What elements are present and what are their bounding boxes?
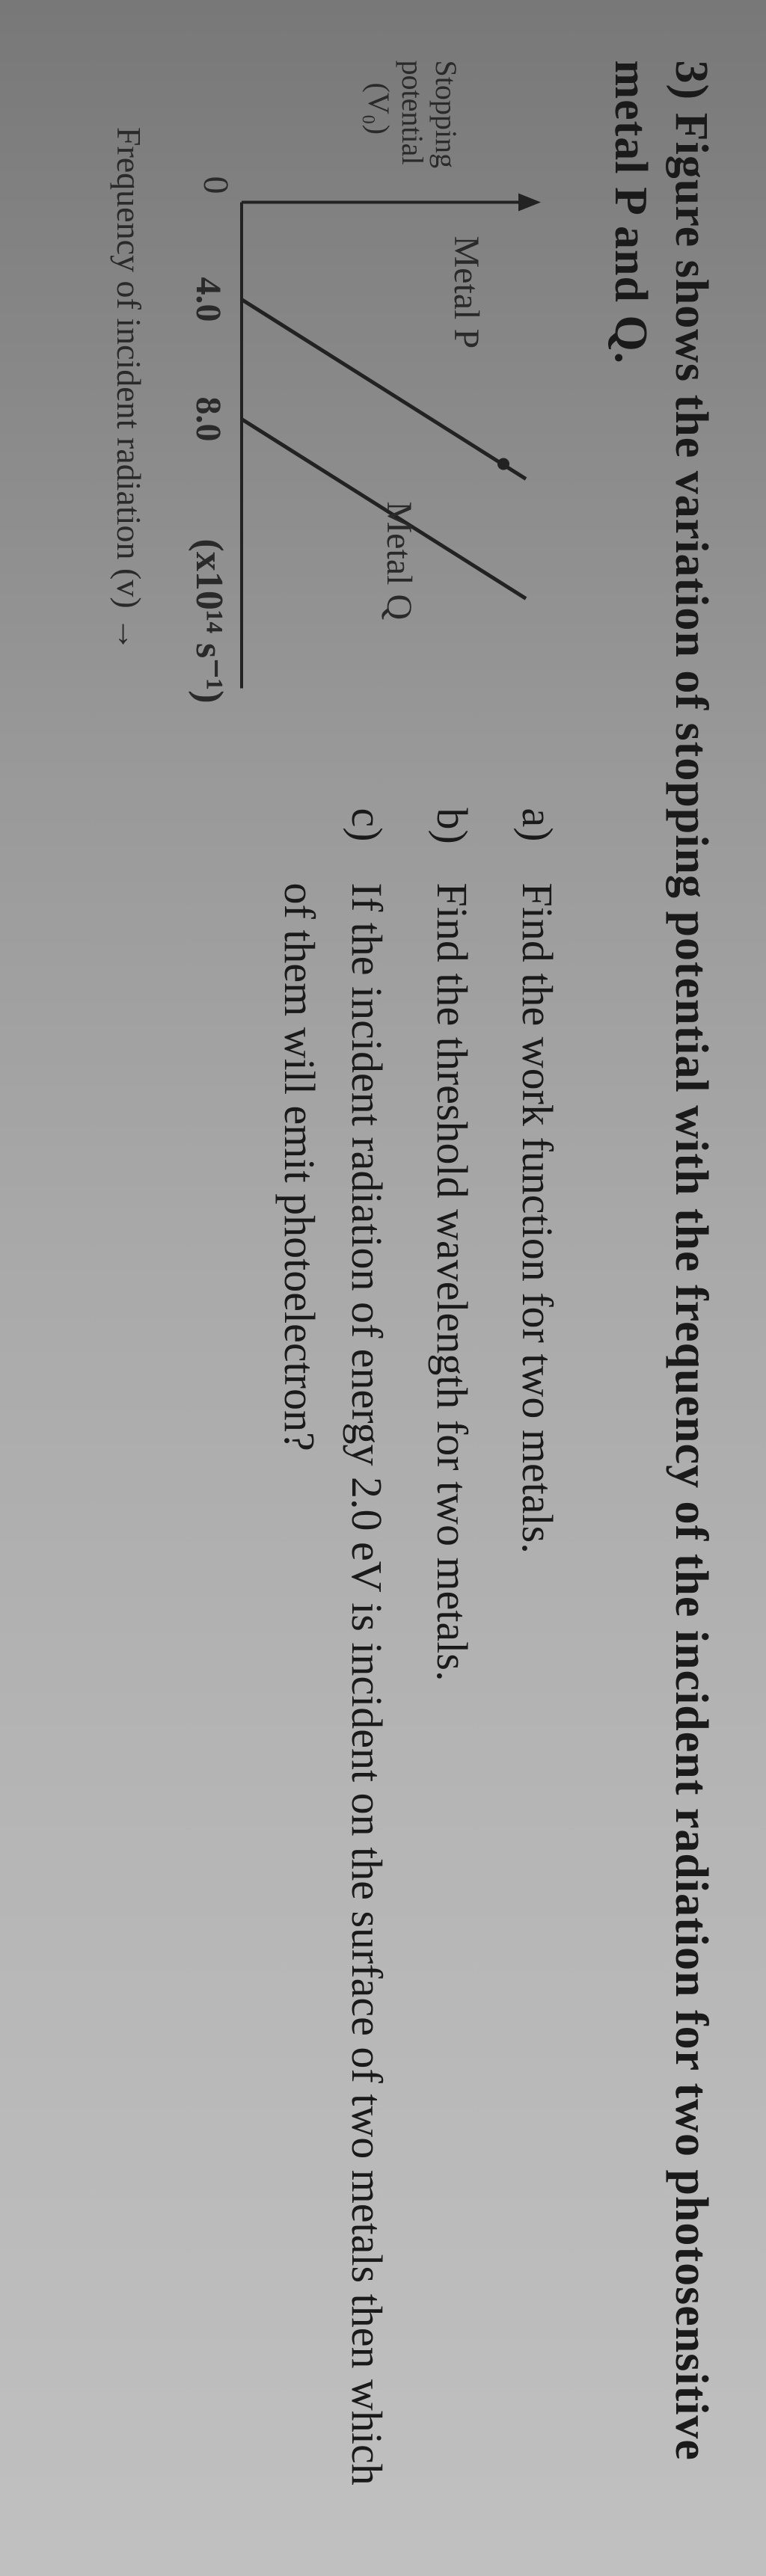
- y-axis-label-3: (V₀): [362, 82, 396, 134]
- metal-q-label: Metal Q: [379, 501, 419, 620]
- question-text: Figure shows the variation of stopping p…: [605, 60, 717, 2460]
- stopping-potential-graph: Stopping potential (V₀) 0 4.0 8.0 (x10¹⁴…: [152, 60, 571, 718]
- graph-block: Stopping potential (V₀) 0 4.0 8.0 (x10¹⁴…: [109, 60, 571, 718]
- part-letter: a): [503, 808, 571, 860]
- point-marker: [497, 458, 509, 470]
- list-item: c) If the incident radiation of energy 2…: [266, 808, 400, 2516]
- x-axis-caption: Frequency of incident radiation (v) →: [109, 60, 149, 718]
- y-axis-label-1: Stopping: [429, 60, 463, 167]
- list-item: a) Find the work function for two metals…: [503, 808, 571, 2516]
- subquestion-list: a) Find the work function for two metals…: [248, 808, 571, 2516]
- x-tick-2: 8.0: [189, 396, 228, 441]
- list-item: b) Find the threshold wavelength for two…: [418, 808, 485, 2516]
- part-text: If the incident radiation of energy 2.0 …: [266, 882, 400, 2516]
- question-number: 3): [666, 60, 717, 100]
- metal-p-label: Metal P: [447, 236, 486, 348]
- part-letter: c): [266, 808, 400, 860]
- x-unit-label: (x10¹⁴ s⁻¹): [188, 538, 230, 703]
- question-heading: 3) Figure shows the variation of stoppin…: [601, 60, 721, 2516]
- origin-label: 0: [196, 176, 236, 194]
- x-tick-1: 4.0: [189, 277, 228, 322]
- y-axis-label-2: potential: [396, 60, 429, 165]
- part-letter: b): [418, 808, 485, 860]
- part-text: Find the threshold wavelength for two me…: [418, 882, 485, 2516]
- part-text: Find the work function for two metals.: [503, 882, 571, 2516]
